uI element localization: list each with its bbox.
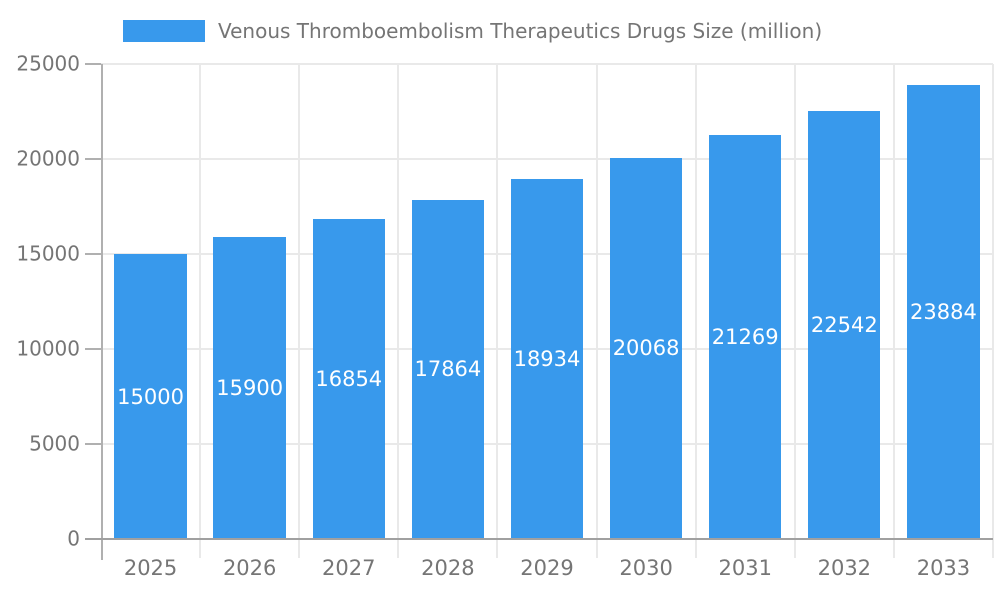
x-tick-label: 2026 xyxy=(222,556,277,580)
v-gridline xyxy=(397,64,400,558)
y-axis: 25000 20000 15000 10000 5000 0 xyxy=(0,52,80,551)
x-tick-label: 2027 xyxy=(322,556,376,580)
chart-legend[interactable]: Venous Thromboembolism Therapeutics Drug… xyxy=(123,19,822,43)
x-axis: 2025 2026 2027 2028 2029 2030 2031 2032 2033 xyxy=(101,556,993,580)
x-tick-label: 2032 xyxy=(817,556,872,580)
bar-column: 18934 xyxy=(497,64,596,539)
bar-value-label: 22542 xyxy=(810,312,878,337)
bar: 21269 xyxy=(709,134,782,539)
x-tick-label: 2033 xyxy=(916,556,971,580)
y-axis-tick xyxy=(85,158,101,160)
bar-column: 17864 xyxy=(398,64,497,539)
bar: 15900 xyxy=(213,236,286,539)
bar-column: 15900 xyxy=(200,64,299,539)
bar-value-label: 20068 xyxy=(612,336,680,361)
plot-area: 15000 15900 16854 17864 18934 20068 21269 22542… xyxy=(85,63,994,558)
v-gridline xyxy=(298,64,301,558)
bar-value-label: 18934 xyxy=(513,347,581,372)
y-axis-tick xyxy=(85,348,101,350)
bar-column: 16854 xyxy=(299,64,398,539)
bar: 16854 xyxy=(312,218,385,539)
x-tick-label: 2030 xyxy=(619,556,673,580)
y-axis-tick xyxy=(85,443,101,445)
y-axis-tick xyxy=(85,253,101,255)
v-gridline xyxy=(793,64,796,558)
bar-value-label: 16854 xyxy=(315,366,383,391)
v-gridline xyxy=(496,64,499,558)
bar: 17864 xyxy=(411,199,485,539)
bar-value-label: 23884 xyxy=(910,300,977,325)
x-tick-label: 2031 xyxy=(718,556,772,580)
bar-column: 15000 xyxy=(101,64,200,539)
bars: 15000 15900 16854 17864 18934 20068 21269 22542… xyxy=(101,64,993,539)
y-tick-label: 0 xyxy=(67,526,80,551)
y-tick-label: 10000 xyxy=(16,336,80,361)
bar-column: 23884 xyxy=(894,64,993,539)
x-tick-label: 2025 xyxy=(123,556,178,580)
h-gridline xyxy=(101,63,993,65)
x-tick-label: 2029 xyxy=(520,556,574,580)
x-tick-label: 2028 xyxy=(421,556,475,580)
v-gridline xyxy=(694,64,697,558)
y-tick-label: 15000 xyxy=(16,241,80,266)
y-tick-label: 25000 xyxy=(16,51,80,76)
bar-value-label: 17864 xyxy=(414,357,482,382)
bar-column: 22542 xyxy=(795,64,894,539)
bar: 20068 xyxy=(609,157,683,539)
legend-swatch xyxy=(123,20,205,42)
h-gridline xyxy=(101,158,993,160)
legend-label: Venous Thromboembolism Therapeutics Drug… xyxy=(218,19,823,43)
bar-value-label: 21269 xyxy=(711,324,779,349)
v-gridline xyxy=(892,64,895,558)
bar: 15000 xyxy=(114,254,187,539)
x-axis-line xyxy=(85,538,993,540)
bar: 18934 xyxy=(510,179,584,539)
v-gridline xyxy=(199,64,202,558)
y-tick-label: 5000 xyxy=(29,431,80,456)
y-axis-line xyxy=(101,64,103,560)
y-axis-tick xyxy=(85,63,101,65)
bar-column: 20068 xyxy=(597,64,696,539)
bar-value-label: 15000 xyxy=(117,384,184,409)
y-tick-label: 20000 xyxy=(16,146,80,171)
bar: 22542 xyxy=(808,110,881,539)
bar: 23884 xyxy=(907,85,980,539)
bar-column: 21269 xyxy=(696,64,795,539)
bar-value-label: 15900 xyxy=(216,375,284,400)
v-gridline xyxy=(992,64,994,558)
v-gridline xyxy=(595,64,598,558)
